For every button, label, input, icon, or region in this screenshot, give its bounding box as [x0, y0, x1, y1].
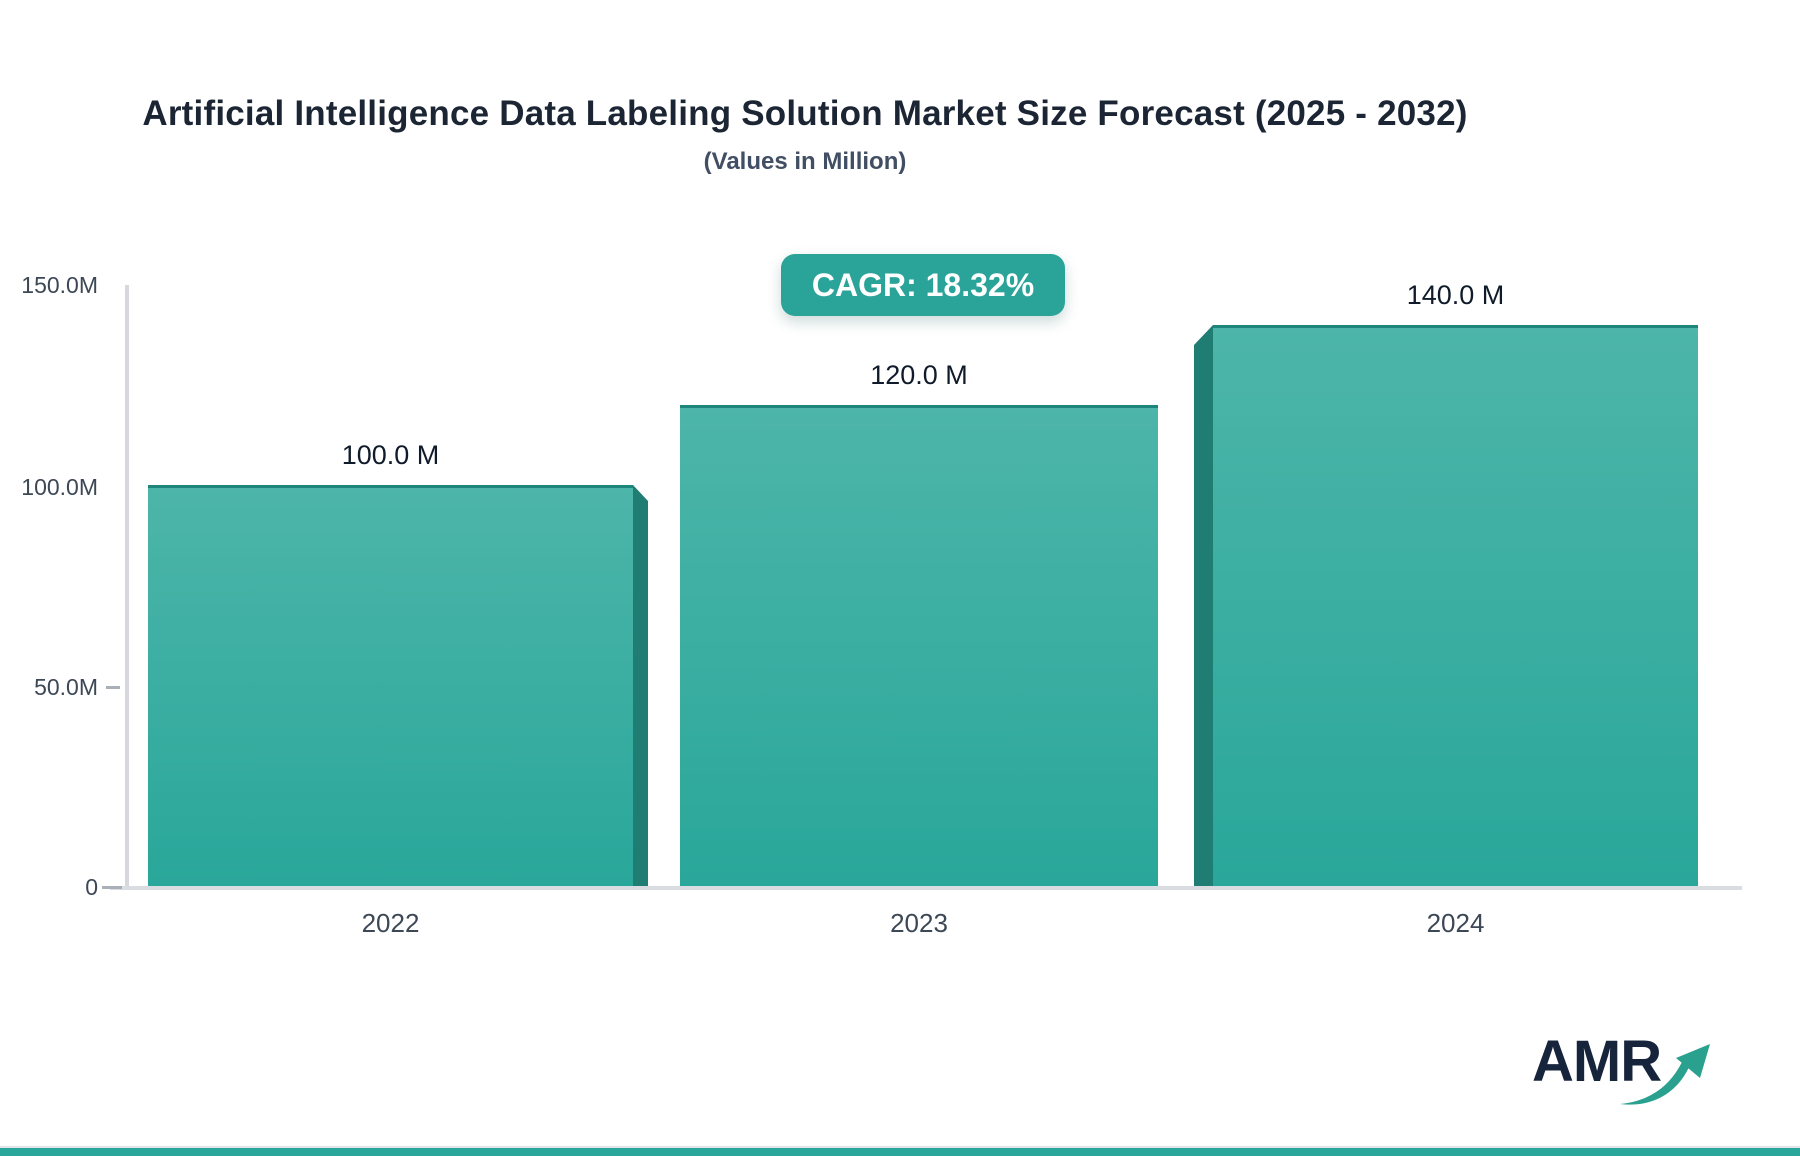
bar-2022	[148, 485, 633, 886]
growth-arrow-icon	[1620, 1044, 1710, 1105]
bar-2024-side-face	[1194, 325, 1213, 886]
bar-2022-side-face	[633, 485, 648, 886]
y-axis-tick-50	[106, 686, 120, 689]
bar-2023	[680, 405, 1158, 886]
chart-title: Artificial Intelligence Data Labeling So…	[142, 94, 1468, 133]
x-tick-label-2024: 2024	[1426, 908, 1485, 938]
x-axis-line	[110, 886, 1742, 890]
bar-2024	[1213, 325, 1698, 886]
y-axis-tick-0	[102, 886, 122, 889]
bar-value-label-2023: 120.0 M	[870, 360, 968, 390]
bottom-hairline	[0, 1146, 1800, 1148]
amr-logo-text: AMR	[1532, 1029, 1662, 1094]
y-tick-label-100: 100.0M	[21, 474, 98, 500]
y-tick-label-150: 150.0M	[21, 272, 98, 298]
bar-value-label-2024: 140.0 M	[1406, 280, 1505, 310]
y-tick-label-50: 50.0M	[34, 674, 98, 700]
bottom-accent-bar	[0, 1148, 1800, 1156]
x-tick-label-2022: 2022	[361, 908, 420, 938]
y-tick-label-0: 0	[85, 874, 98, 900]
bar-value-label-2022: 100.0 M	[341, 440, 440, 470]
cagr-badge: CAGR: 18.32%	[781, 254, 1065, 316]
x-tick-label-2023: 2023	[890, 908, 948, 938]
amr-logo: AMR	[1532, 1028, 1762, 1124]
chart-subtitle: (Values in Million)	[703, 148, 907, 175]
y-axis-line	[125, 285, 129, 888]
